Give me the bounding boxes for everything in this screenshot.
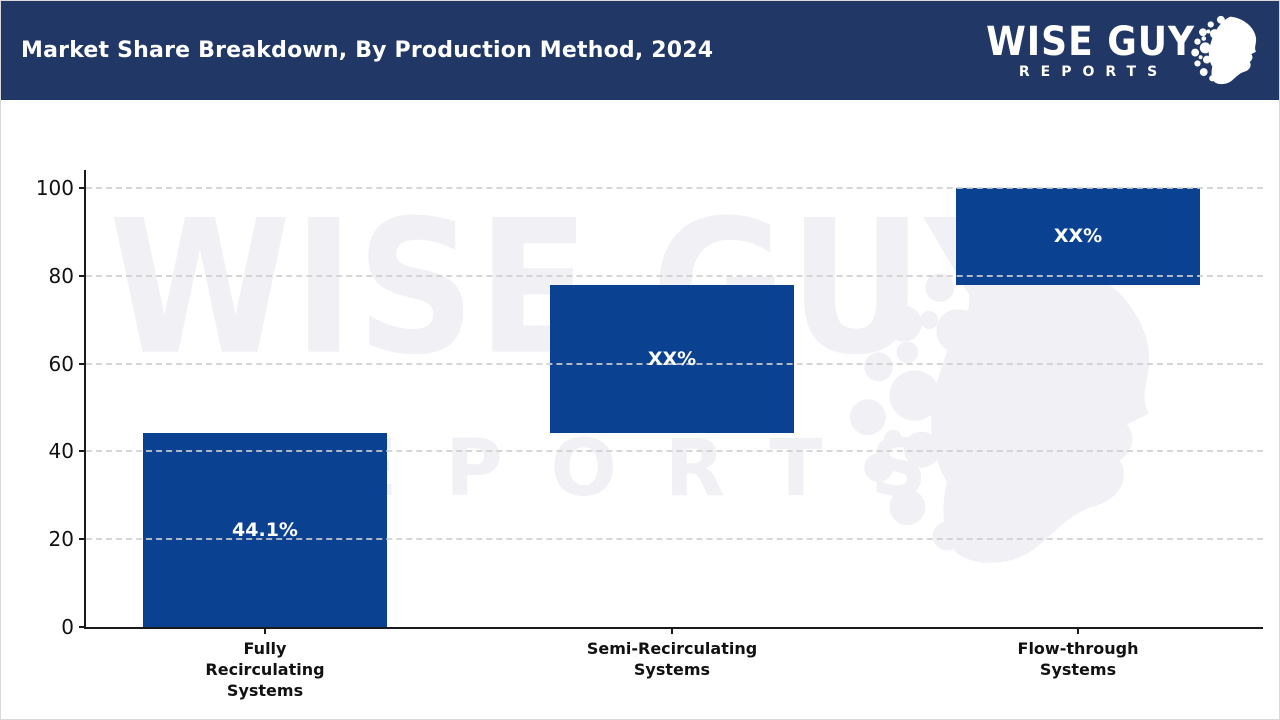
bar-semi-recirculating-systems	[550, 284, 794, 434]
y-axis-tick	[79, 626, 86, 628]
gridline	[86, 538, 1263, 541]
wiseguy-logo-text: WISE GUY REPORTS	[986, 22, 1195, 79]
wiseguy-face-watermark-icon	[849, 248, 1150, 563]
y-axis-tick	[79, 187, 86, 189]
y-tick-label: 40	[48, 439, 74, 464]
x-axis-tick	[671, 627, 673, 634]
y-tick-label: 20	[48, 527, 74, 552]
bar-flow-through-systems	[956, 188, 1200, 285]
y-tick-label: 0	[61, 615, 74, 639]
x-category-label: Fully Recirculating Systems	[205, 639, 325, 700]
y-tick-label: 80	[48, 263, 74, 288]
x-category-label: Flow-through Systems	[1017, 639, 1139, 679]
y-axis-tick	[79, 538, 86, 541]
y-axis-tick	[79, 450, 86, 453]
y-tick-label: 60	[48, 351, 74, 376]
gridline	[86, 187, 1263, 189]
header-bar: Market Share Breakdown, By Production Me…	[1, 1, 1279, 100]
y-tick-label: 100	[35, 176, 74, 200]
bar-value-label: XX%	[1053, 225, 1103, 248]
bar-value-label: 44.1%	[232, 519, 298, 542]
wiseguy-face-icon	[1191, 15, 1257, 84]
gridline	[86, 274, 1263, 277]
logo-subtext: REPORTS	[1018, 64, 1169, 80]
x-category-label: Semi-Recirculating Systems	[586, 639, 758, 679]
y-axis-tick	[79, 362, 86, 365]
x-axis-tick	[1077, 627, 1079, 634]
watermark-layer: WISE GUY REPORTS	[1, 100, 1279, 719]
y-axis-tick	[79, 274, 86, 277]
bar-fully-recirculating-systems	[143, 433, 387, 627]
gridline	[86, 362, 1263, 365]
logo-wordmark: WISE GUY	[986, 19, 1195, 65]
wiseguy-logo: WISE GUY REPORTS	[986, 1, 1267, 100]
x-axis-spine	[84, 627, 1263, 629]
bar-value-label: XX%	[647, 347, 697, 370]
y-axis-spine	[84, 170, 86, 629]
gridline	[86, 450, 1263, 453]
x-axis-tick	[264, 627, 266, 634]
chart-title: Market Share Breakdown, By Production Me…	[21, 38, 714, 63]
